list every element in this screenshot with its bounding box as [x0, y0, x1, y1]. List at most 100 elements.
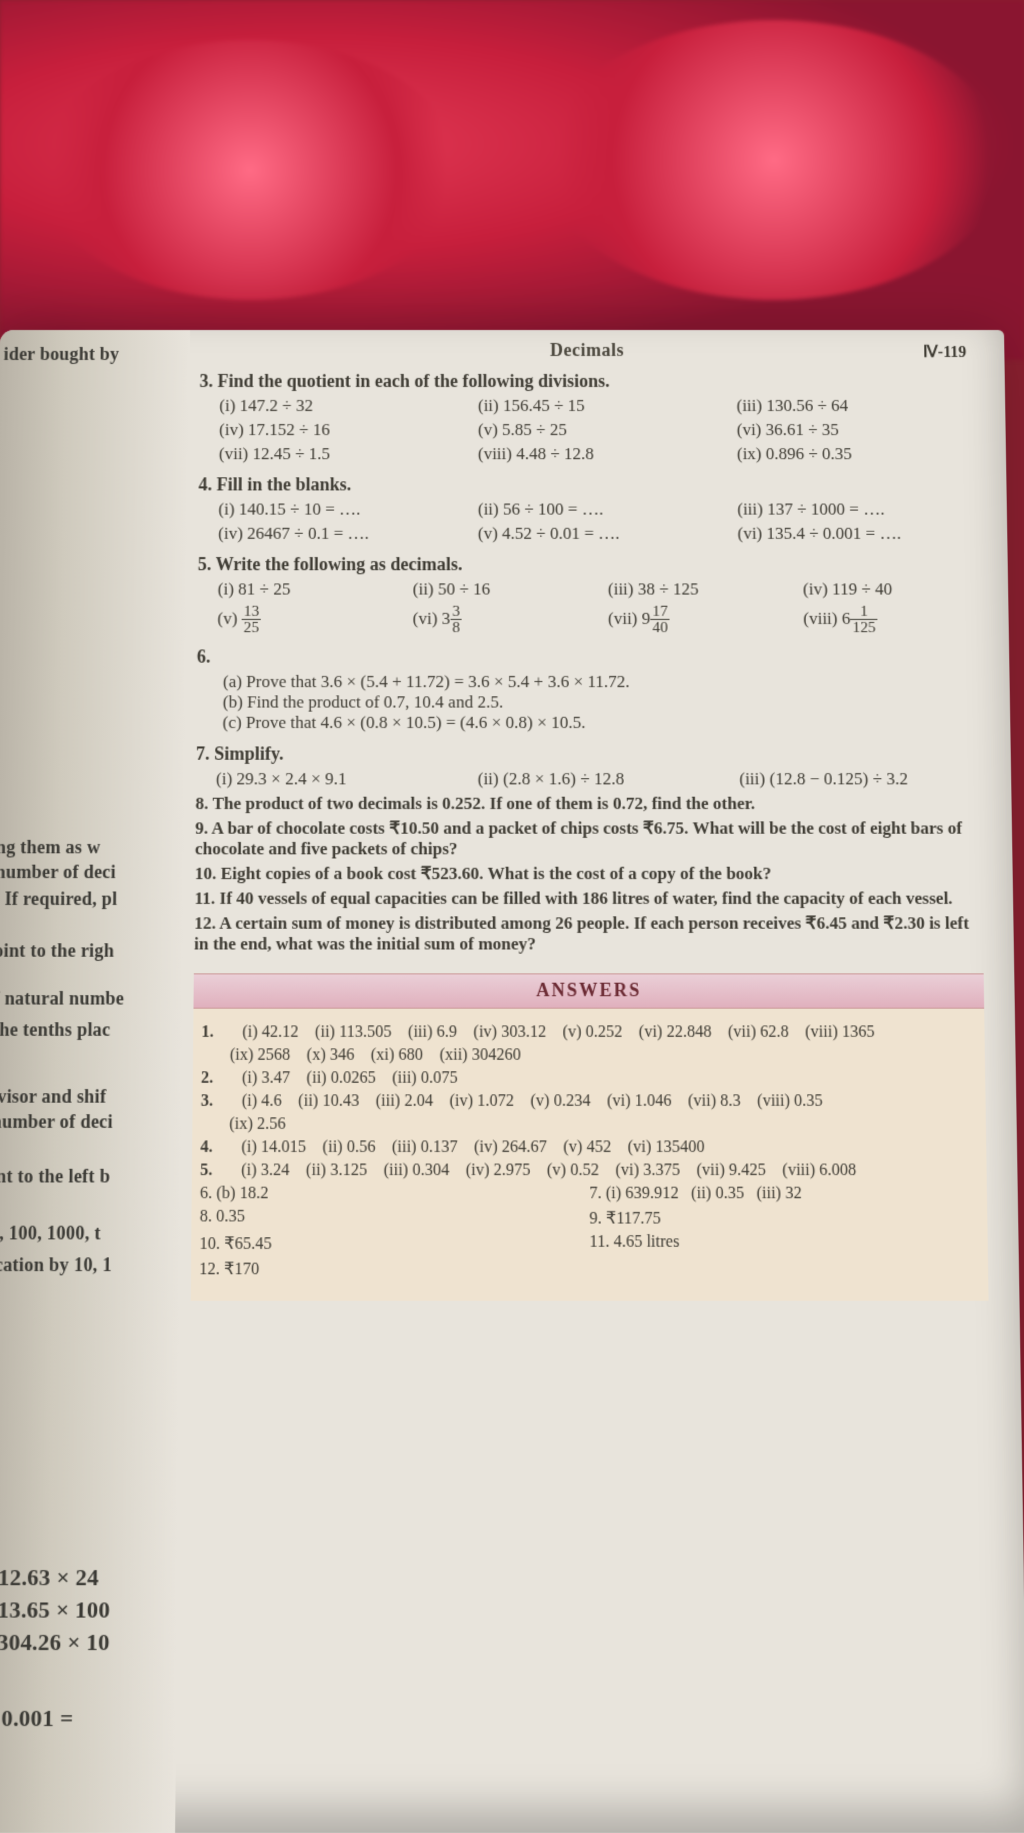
ans-cell: (iii) 2.04 — [376, 1092, 433, 1111]
ans-cell: (iv) 2.975 — [466, 1161, 531, 1180]
q7-iii: (iii) (12.8 − 0.125) ÷ 3.2 — [739, 769, 981, 790]
ans-cell: (i) 3.24 — [241, 1161, 290, 1180]
q6-a: (a) Prove that 3.6 × (5.4 + 11.72) = 3.6… — [223, 671, 980, 691]
edge-line: number of deci — [0, 1111, 113, 1133]
edge-line: ) 12.63 × 24 — [0, 1564, 99, 1592]
ans-cell: (viii) 1365 — [805, 1023, 875, 1042]
ans-lead: 10. — [199, 1235, 220, 1253]
q5-iv: (iv) 119 ÷ 40 — [803, 579, 978, 599]
ans-cell: 0.35 — [216, 1207, 245, 1225]
q3-iv: (iv) 17.152 ÷ 16 — [219, 420, 458, 440]
ans-cell: (vi) 3.375 — [615, 1161, 680, 1180]
answers-section: ANSWERS 1. (i) 42.12 (ii) 113.505 (iii) … — [191, 973, 989, 1300]
edge-line: 0, 100, 1000, t — [0, 1223, 101, 1245]
answers-row-6-7: 6. (b) 18.2 7. (i) 639.912 (ii) 0.35 (ii… — [200, 1184, 979, 1203]
ans-lead: 7. — [589, 1184, 601, 1202]
ans-cell: (vii) 62.8 — [728, 1023, 789, 1042]
page-content: Ⅳ-119 Decimals 3. Find the quotient in e… — [186, 340, 995, 1767]
answers-row-1: 1. (i) 42.12 (ii) 113.505 (iii) 6.9 (iv)… — [201, 1023, 976, 1042]
fleece-blanket — [0, 0, 1024, 360]
ans-lead: 3. — [201, 1092, 226, 1111]
chapter-title: Decimals — [200, 340, 975, 361]
q4-v: (v) 4.52 ÷ 0.01 = …. — [478, 524, 718, 544]
edge-line: ication by 10, 1 — [0, 1254, 112, 1276]
edge-line: . If required, pl — [0, 888, 118, 910]
ans-cell: (iii) 0.075 — [392, 1069, 458, 1088]
ans-cell: ₹170 — [224, 1260, 259, 1278]
open-book: ider bought by ng them as w number of de… — [0, 330, 1024, 1833]
q7-stem: 7. Simplify. — [196, 743, 981, 765]
ans-cell: (b) 18.2 — [216, 1184, 268, 1202]
q4-ii: (ii) 56 ÷ 100 = …. — [478, 499, 717, 519]
ans-cell: (i) 42.12 — [242, 1023, 298, 1042]
ans-lead: 9. — [589, 1209, 601, 1227]
q5-stem: 5. Write the following as decimals. — [198, 554, 978, 575]
ans-cell: (x) 346 — [307, 1046, 355, 1065]
ans-cell: (viii) 6.008 — [782, 1161, 856, 1180]
q5-vii: (vii) 91740 — [608, 604, 783, 636]
q5-v: (v) 1325 — [217, 604, 392, 636]
ans-cell: ₹117.75 — [606, 1209, 661, 1227]
answers-row-5: 5. (i) 3.24 (ii) 3.125 (iii) 0.304 (iv) … — [200, 1161, 978, 1180]
q4-stem: 4. Fill in the blanks. — [198, 474, 976, 495]
ans-lead: 4. — [200, 1138, 225, 1157]
ans-cell: (ii) 0.56 — [323, 1138, 376, 1157]
ans-cell: (ii) 10.43 — [298, 1092, 359, 1111]
q3-i: (i) 147.2 ÷ 32 — [219, 396, 458, 416]
q5-ii: (ii) 50 ÷ 16 — [413, 579, 588, 599]
q3-items: (i) 147.2 ÷ 32 (ii) 156.45 ÷ 15 (iii) 13… — [219, 396, 976, 464]
q4-iii: (iii) 137 ÷ 1000 = …. — [737, 499, 977, 519]
ans-cell: (vii) 9.425 — [697, 1161, 766, 1180]
page-number: Ⅳ-119 — [923, 342, 967, 362]
ans-cell: 4.65 litres — [614, 1233, 680, 1251]
edge-line: ng them as w — [0, 837, 101, 859]
edge-line: × 0.001 = — [0, 1704, 73, 1732]
answers-body: 1. (i) 42.12 (ii) 113.505 (iii) 6.9 (iv)… — [191, 1008, 989, 1300]
edge-line: oint to the righ — [0, 940, 114, 962]
q3-v: (v) 5.85 ÷ 25 — [478, 420, 717, 440]
q8: 8. The product of two decimals is 0.252.… — [195, 793, 981, 814]
ans-cell: (v) 0.234 — [530, 1092, 590, 1111]
q5-viii: (viii) 61125 — [803, 604, 978, 636]
q3-ix: (ix) 0.896 ÷ 0.35 — [737, 444, 976, 464]
ans-cell: (vi) 135400 — [628, 1138, 705, 1157]
answers-row-4: 4. (i) 14.015 (ii) 0.56 (iii) 0.137 (iv)… — [200, 1138, 978, 1157]
ans-lead: 12. — [199, 1260, 220, 1278]
q6-b: (b) Find the product of 0.7, 10.4 and 2.… — [223, 692, 980, 712]
ans-cell: (xi) 680 — [371, 1046, 423, 1065]
q5-iii: (iii) 38 ÷ 125 — [608, 579, 783, 599]
q12: 12. A certain sum of money is distribute… — [194, 913, 983, 954]
ans-cell: ₹65.45 — [224, 1235, 272, 1253]
q3-ii: (ii) 156.45 ÷ 15 — [478, 396, 717, 416]
q6-c: (c) Prove that 4.6 × (0.8 × 10.5) = (4.6… — [222, 712, 980, 732]
edge-line: f natural numbe — [0, 988, 124, 1010]
q3-vi: (vi) 36.61 ÷ 35 — [737, 420, 976, 440]
ans-cell: (iii) 6.9 — [408, 1023, 457, 1042]
ans-cell: (ii) 3.125 — [306, 1161, 367, 1180]
ans-lead: 6. — [200, 1184, 212, 1202]
ans-cell: (xii) 304260 — [439, 1046, 520, 1065]
q11: 11. If 40 vessels of equal capacities ca… — [194, 888, 982, 909]
answers-row-1b: (ix) 2568 (x) 346 (xi) 680 (xii) 304260 — [230, 1046, 977, 1065]
q4-items: (i) 140.15 ÷ 10 = …. (ii) 56 ÷ 100 = …. … — [218, 499, 977, 543]
answers-header: ANSWERS — [193, 973, 984, 1008]
ans-cell: (viii) 0.35 — [757, 1092, 823, 1111]
answers-row-8-9: 8. 0.35 9. ₹117.75 — [200, 1207, 980, 1228]
ans-cell: (ii) 113.505 — [315, 1023, 392, 1042]
ans-lead: 2. — [201, 1069, 226, 1088]
ans-cell: (i) 3.47 — [242, 1069, 290, 1088]
ans-cell: (vi) 22.848 — [639, 1023, 712, 1042]
ans-cell: (iv) 1.072 — [449, 1092, 514, 1111]
answers-row-10-11: 10. ₹65.45 11. 4.65 litres — [199, 1233, 979, 1254]
ans-cell: (i) 14.015 — [241, 1138, 306, 1157]
ans-cell: (iv) 303.12 — [473, 1023, 546, 1042]
q7-ii: (ii) (2.8 × 1.6) ÷ 12.8 — [478, 769, 719, 790]
edge-line: ider bought by — [3, 344, 119, 365]
q4-iv: (iv) 26467 ÷ 0.1 = …. — [218, 524, 458, 544]
ans-cell: (i) 639.912 — [606, 1184, 679, 1202]
answers-row-3: 3. (i) 4.6 (ii) 10.43 (iii) 2.04 (iv) 1.… — [201, 1092, 978, 1111]
q3-stem: 3. Find the quotient in each of the foll… — [199, 371, 975, 392]
q4-i: (i) 140.15 ÷ 10 = …. — [218, 499, 457, 519]
q7-items: (i) 29.3 × 2.4 × 9.1 (ii) (2.8 × 1.6) ÷ … — [216, 769, 981, 790]
ans-lead: 11. — [589, 1233, 609, 1251]
